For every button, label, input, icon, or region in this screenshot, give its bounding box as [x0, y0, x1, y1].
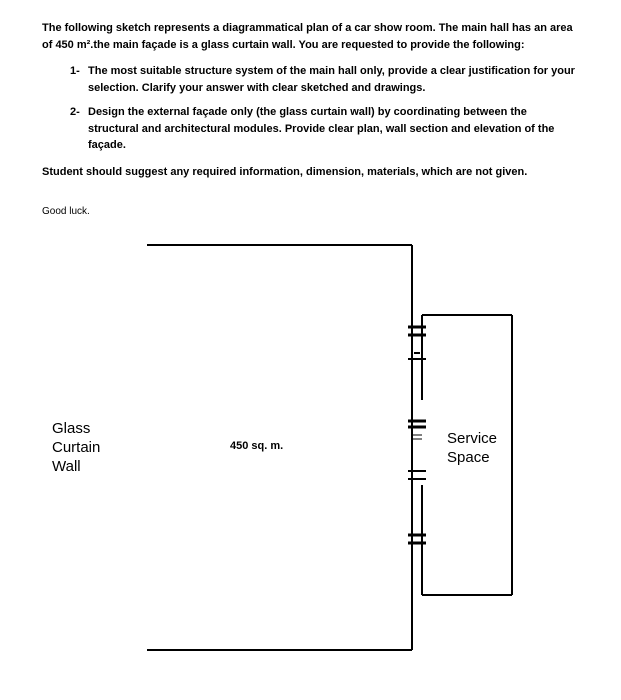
- list-item: 1- The most suitable structure system of…: [70, 63, 579, 96]
- label-line: Glass: [52, 420, 100, 439]
- intro-paragraph: The following sketch represents a diagra…: [42, 20, 579, 53]
- good-luck-text: Good luck.: [42, 206, 579, 217]
- question-list: 1- The most suitable structure system of…: [42, 63, 579, 154]
- list-number: 2-: [70, 104, 88, 154]
- list-item: 2- Design the external façade only (the …: [70, 104, 579, 154]
- label-line: Wall: [52, 458, 100, 477]
- list-number: 1-: [70, 63, 88, 96]
- list-text: Design the external façade only (the gla…: [88, 104, 579, 154]
- glass-curtain-wall-label: Glass Curtain Wall: [52, 420, 100, 476]
- service-space-label: Service Space: [447, 430, 497, 468]
- label-line: Curtain: [52, 439, 100, 458]
- page: The following sketch represents a diagra…: [0, 0, 621, 655]
- closing-paragraph: Student should suggest any required info…: [42, 164, 579, 181]
- label-line: Service: [447, 430, 497, 449]
- label-line: Space: [447, 449, 497, 468]
- list-text: The most suitable structure system of th…: [88, 63, 579, 96]
- area-label: 450 sq. m.: [230, 440, 283, 452]
- plan-diagram: Glass Curtain Wall 450 sq. m. Service Sp…: [52, 235, 572, 655]
